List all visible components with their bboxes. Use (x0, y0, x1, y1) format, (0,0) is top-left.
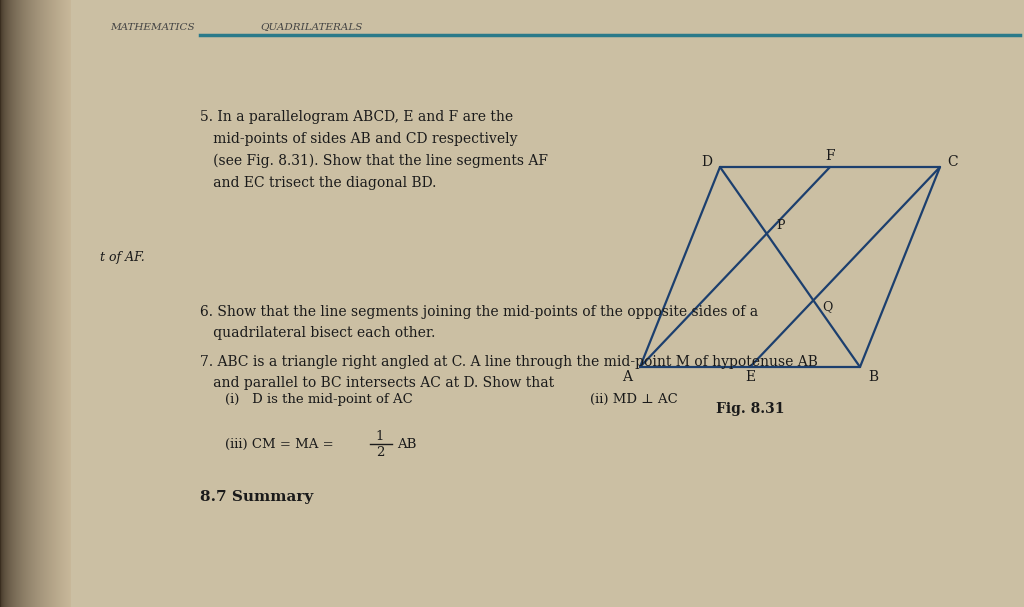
Text: (ii) MD ⊥ AC: (ii) MD ⊥ AC (590, 393, 678, 405)
Text: C: C (947, 155, 958, 169)
Text: 2: 2 (376, 446, 384, 458)
Text: (iii) CM = MA =: (iii) CM = MA = (225, 438, 338, 450)
Text: quadrilateral bisect each other.: quadrilateral bisect each other. (200, 326, 435, 340)
Text: 8.7 Summary: 8.7 Summary (200, 490, 313, 504)
Text: 1: 1 (376, 430, 384, 444)
Text: D: D (701, 155, 713, 169)
Text: MATHEMATICS: MATHEMATICS (110, 22, 195, 32)
Text: Q: Q (822, 300, 833, 313)
Text: F: F (825, 149, 835, 163)
Text: 7. ABC is a triangle right angled at C. A line through the mid-point M of hypote: 7. ABC is a triangle right angled at C. … (200, 355, 818, 369)
Text: (i)   D is the mid-point of AC: (i) D is the mid-point of AC (225, 393, 413, 405)
Text: P: P (776, 219, 785, 232)
Text: A: A (622, 370, 632, 384)
Text: mid-points of sides AB and CD respectively: mid-points of sides AB and CD respective… (200, 132, 517, 146)
Text: Fig. 8.31: Fig. 8.31 (716, 402, 784, 416)
Text: B: B (868, 370, 878, 384)
Text: and parallel to BC intersects AC at D. Show that: and parallel to BC intersects AC at D. S… (200, 376, 554, 390)
Text: and EC trisect the diagonal BD.: and EC trisect the diagonal BD. (200, 176, 436, 190)
Text: t of AF.: t of AF. (100, 251, 144, 263)
Text: E: E (744, 370, 755, 384)
Text: QUADRILATERALS: QUADRILATERALS (260, 22, 362, 32)
Text: 6. Show that the line segments joining the mid-points of the opposite sides of a: 6. Show that the line segments joining t… (200, 305, 758, 319)
Text: (see Fig. 8.31). Show that the line segments AF: (see Fig. 8.31). Show that the line segm… (200, 154, 548, 168)
Text: 5. In a parallelogram ABCD, E and F are the: 5. In a parallelogram ABCD, E and F are … (200, 110, 513, 124)
Text: AB: AB (397, 438, 417, 450)
